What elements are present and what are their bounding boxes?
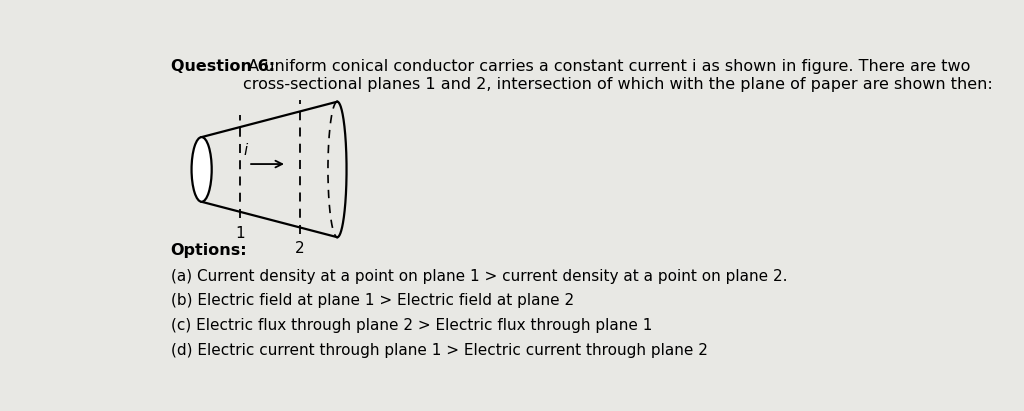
Text: Options:: Options: xyxy=(171,242,247,258)
Text: A uniform conical conductor carries a constant current i as shown in figure. The: A uniform conical conductor carries a co… xyxy=(243,59,992,92)
Text: i: i xyxy=(244,143,248,158)
Text: (b) Electric field at plane 1 > Electric field at plane 2: (b) Electric field at plane 1 > Electric… xyxy=(171,293,573,308)
Text: (d) Electric current through plane 1 > Electric current through plane 2: (d) Electric current through plane 1 > E… xyxy=(171,343,708,358)
Text: 2: 2 xyxy=(295,241,305,256)
Text: (a) Current density at a point on plane 1 > current density at a point on plane : (a) Current density at a point on plane … xyxy=(171,269,787,284)
Text: Question 6:: Question 6: xyxy=(171,59,274,74)
Ellipse shape xyxy=(191,137,212,202)
Text: (c) Electric flux through plane 2 > Electric flux through plane 1: (c) Electric flux through plane 2 > Elec… xyxy=(171,318,652,333)
Text: 1: 1 xyxy=(236,226,245,241)
